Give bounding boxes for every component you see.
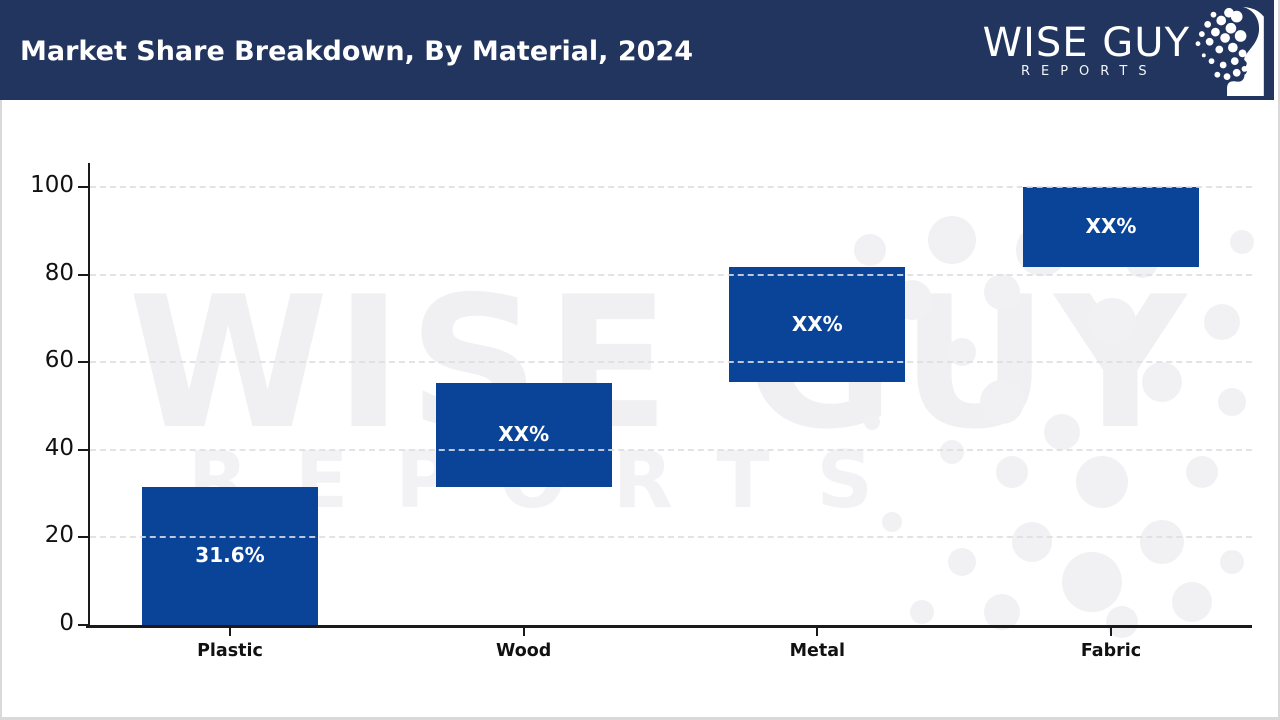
x-tick-mark (1110, 628, 1112, 636)
bar-fabric: XX% (1023, 187, 1199, 267)
y-tick-label-40: 40 (44, 434, 74, 461)
bar-plastic: 31.6% (142, 486, 318, 625)
x-tick-label-plastic: Plastic (197, 641, 263, 661)
x-tick-label-metal: Metal (789, 641, 846, 661)
y-tick-mark (78, 448, 88, 451)
bar-metal: XX% (729, 267, 906, 383)
x-tick-label-wood: Wood (496, 641, 552, 661)
logo-face-icon (1195, 6, 1264, 96)
y-tick-label-0: 0 (59, 610, 74, 636)
bar-wood: XX% (435, 382, 612, 487)
logo-wiseguy-label: WISE GUY (982, 19, 1190, 66)
wise-guy-logo: WISE GUY REPORTS (983, 4, 1264, 96)
x-axis-baseline (86, 625, 1252, 628)
y-tick-mark (78, 536, 88, 539)
y-tick-mark (78, 361, 88, 364)
gridline-y-40 (90, 448, 1252, 451)
y-tick-mark (78, 273, 88, 276)
x-tick-mark (816, 628, 819, 636)
bar-value-label: XX% (498, 421, 550, 446)
x-tick-mark (229, 628, 231, 636)
y-tick-mark (78, 624, 88, 626)
bar-value-label: 31.6% (195, 542, 265, 567)
header-bar: Market Share Breakdown, By Material, 202… (0, 0, 1274, 100)
gridline-y-80 (90, 273, 1252, 276)
y-tick-label-80: 80 (44, 259, 74, 286)
y-tick-mark (78, 186, 88, 188)
y-axis-spine (88, 163, 90, 627)
logo-text: WISE GUY REPORTS (983, 22, 1190, 79)
x-tick-mark (522, 628, 525, 636)
logo-reports-label: REPORTS (1020, 63, 1158, 79)
page-title: Market Share Breakdown, By Material, 202… (20, 36, 693, 67)
x-tick-label-fabric: Fabric (1080, 641, 1142, 661)
gridline-y-60 (90, 361, 1252, 364)
y-tick-label-20: 20 (44, 522, 74, 549)
bar-value-label: XX% (791, 311, 843, 336)
bar-value-label: XX% (1085, 213, 1137, 238)
y-tick-label-60: 60 (44, 347, 74, 374)
gridline-y-20 (90, 536, 1252, 539)
y-tick-label-100: 100 (30, 172, 74, 198)
gridline-y-100 (90, 186, 1252, 188)
